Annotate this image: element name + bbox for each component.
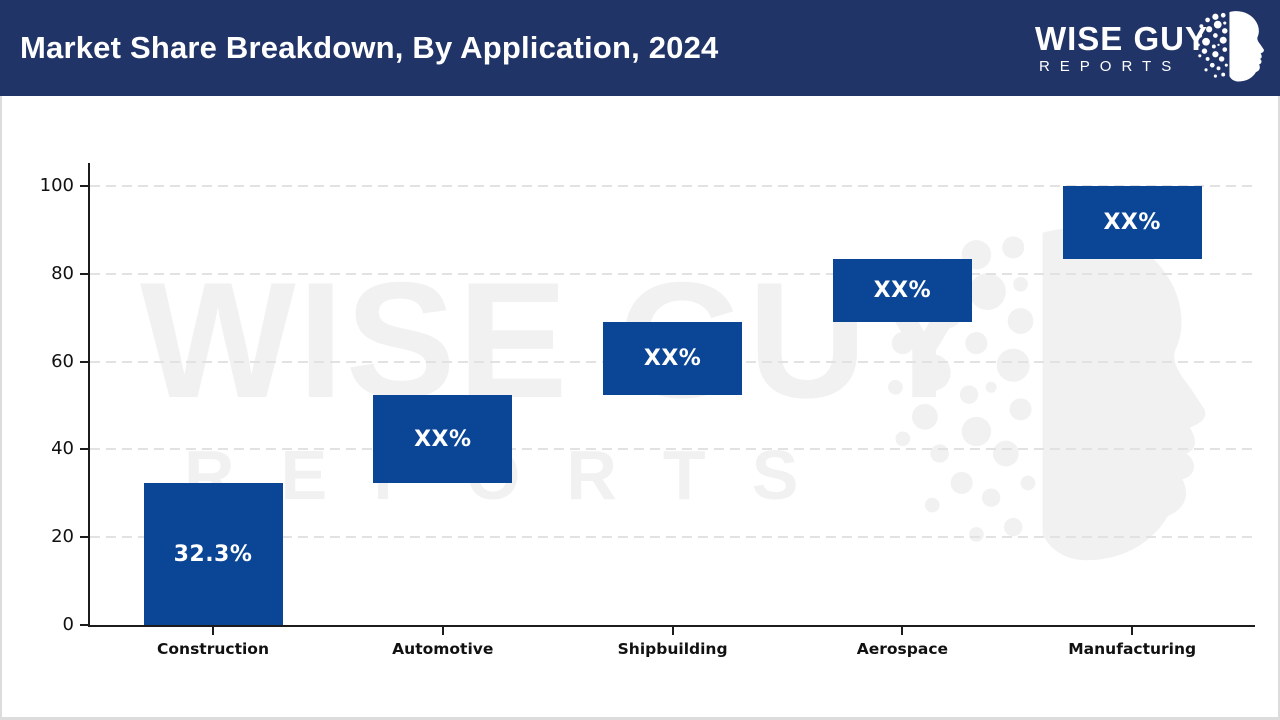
bar-value-label: XX% — [643, 346, 702, 372]
header-bar: Market Share Breakdown, By Application, … — [0, 0, 1280, 96]
waterfall-bar-construction: 32.3% — [143, 483, 283, 625]
y-tick-mark — [80, 185, 89, 187]
x-category-label: Shipbuilding — [617, 640, 728, 658]
wiseguy-head-icon — [1196, 11, 1264, 82]
bar-value-label: XX% — [414, 426, 472, 452]
bar-value-label: XX% — [873, 278, 932, 304]
gridline — [90, 448, 1255, 451]
x-axis-line — [88, 625, 1255, 627]
waterfall-bar-manufacturing: XX% — [1062, 186, 1202, 260]
x-category-label: Automotive — [392, 640, 494, 658]
x-category-label: Aerospace — [856, 640, 949, 658]
x-tick-mark — [441, 627, 444, 635]
y-tick-mark — [80, 624, 89, 626]
logo-text: WISE GUY REPORTS — [1035, 22, 1208, 74]
wiseguy-logo: WISE GUY REPORTS — [1035, 9, 1270, 87]
y-tick-label: 100 — [39, 175, 74, 196]
y-axis-line — [88, 163, 90, 627]
gridline — [90, 185, 1255, 187]
x-tick-mark — [212, 627, 214, 635]
waterfall-bar-shipbuilding: XX% — [603, 322, 743, 396]
y-tick-label: 20 — [51, 526, 74, 548]
x-tick-mark — [1131, 627, 1134, 635]
gridline — [90, 272, 1255, 275]
logo-wordmark: WISE GUY — [1034, 20, 1208, 57]
chart-title: Market Share Breakdown, By Application, … — [20, 30, 719, 65]
waterfall-bar-aerospace: XX% — [832, 259, 972, 323]
bar-value-label: XX% — [1103, 210, 1161, 236]
y-tick-mark — [80, 448, 89, 451]
watermark-subtitle: REPORTS — [184, 436, 845, 514]
x-category-label: Construction — [157, 640, 269, 658]
bar-value-label: 32.3% — [173, 541, 253, 567]
y-tick-mark — [80, 360, 89, 363]
y-tick-mark — [80, 272, 89, 275]
logo-subtitle: REPORTS — [1038, 58, 1182, 75]
y-tick-label: 40 — [51, 438, 74, 460]
waterfall-bar-automotive: XX% — [373, 395, 513, 484]
gridline — [90, 536, 1255, 539]
x-category-label: Manufacturing — [1068, 640, 1197, 658]
x-tick-mark — [901, 627, 904, 635]
x-tick-mark — [671, 627, 674, 635]
y-tick-label: 80 — [51, 262, 74, 284]
y-tick-label: 0 — [62, 614, 74, 635]
chart-canvas: WISE GUY REPORTS 0 20 40 60 80 100 32.3% Constr… — [0, 96, 1280, 720]
y-tick-label: 60 — [51, 350, 74, 372]
y-tick-mark — [80, 536, 89, 539]
